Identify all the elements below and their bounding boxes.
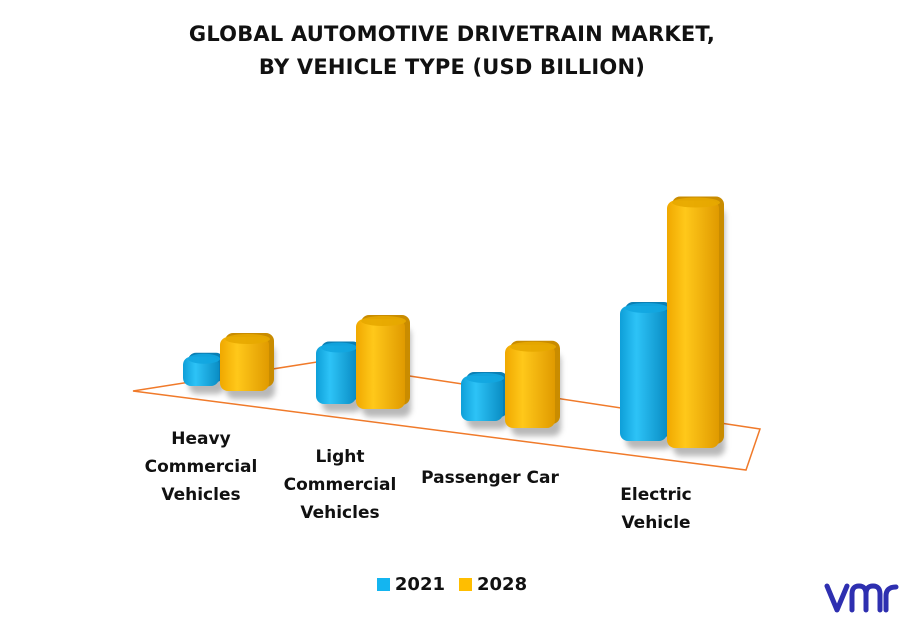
bar-front — [620, 306, 667, 441]
category-label-0-line-1: Commercial — [145, 457, 258, 477]
bar-front — [220, 337, 269, 391]
bar-front — [183, 356, 219, 386]
legend-item-2028: 2028 — [459, 574, 527, 595]
bar-2021-1 — [316, 341, 362, 412]
legend-swatch-2021 — [376, 578, 390, 591]
category-labels: Heavy Commercial Vehicles Light Commercial Ve… — [145, 429, 692, 533]
legend-item-2021: 2021 — [376, 574, 445, 595]
chart-title-line-1: GLOBAL AUTOMOTIVE DRIVETRAIN MARKET, — [188, 22, 716, 46]
bar-2028-2 — [505, 340, 561, 436]
category-label-0-line-2: Vehicles — [161, 485, 240, 505]
bar-front — [461, 376, 503, 421]
category-label-0-line-0: Heavy — [171, 429, 230, 449]
legend-label-2028: 2028 — [477, 574, 528, 595]
bar-top — [466, 373, 504, 383]
category-label-3-line-1: Vehicle — [621, 513, 690, 533]
bar-top — [225, 334, 270, 344]
bar-2021-2 — [461, 372, 509, 429]
category-label-3-line-0: Electric — [620, 485, 691, 505]
bar-2021-0 — [183, 352, 225, 394]
category-label-2-line-0: Passenger Car — [421, 468, 559, 488]
chart-title-line-2: BY VEHICLE TYPE (USD BILLION) — [258, 55, 646, 79]
legend-label-2021: 2021 — [394, 574, 445, 595]
legend: 2021 2028 — [0, 574, 904, 595]
bar-top — [625, 303, 668, 313]
bar-front — [667, 200, 719, 448]
bar-front — [505, 344, 555, 428]
vmr-logo — [824, 583, 899, 613]
legend-swatch-2028 — [459, 578, 472, 591]
category-label-1-line-2: Vehicles — [300, 503, 379, 523]
bars-group — [183, 196, 725, 456]
bar-front — [356, 319, 405, 409]
bar-top — [672, 197, 720, 208]
category-label-1-line-0: Light — [315, 447, 364, 467]
bar-top — [510, 341, 556, 352]
bar-2021-3 — [620, 302, 673, 449]
bar-top — [321, 342, 357, 353]
chart-title: GLOBAL AUTOMOTIVE DRIVETRAIN MARKET, BY … — [0, 18, 904, 84]
bar-top — [188, 353, 220, 364]
category-label-1-line-1: Commercial — [284, 475, 397, 495]
bar-front — [316, 345, 356, 404]
bar-2028-1 — [356, 315, 411, 417]
bar-top — [361, 316, 406, 326]
bar-2028-3 — [667, 196, 725, 456]
bar-2028-0 — [220, 333, 275, 399]
